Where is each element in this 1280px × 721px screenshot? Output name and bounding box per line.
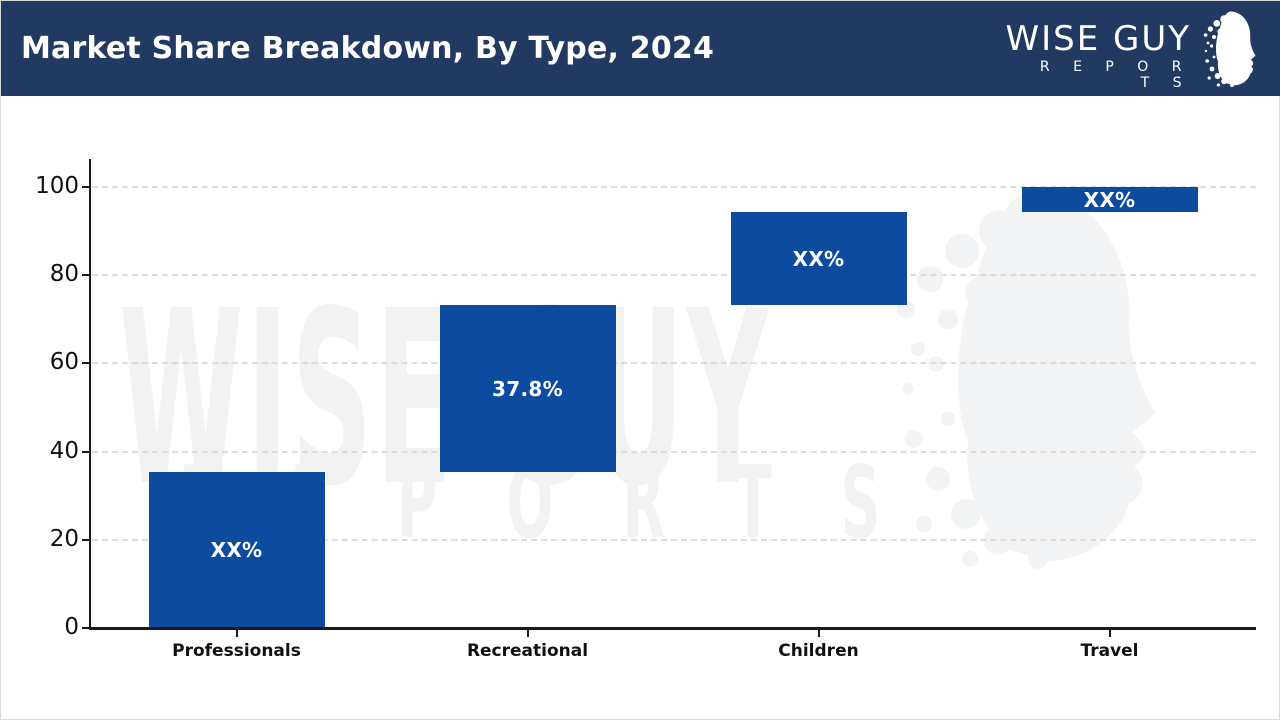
y-tick-label-80: 80 <box>49 261 79 288</box>
y-tick-label-100: 100 <box>35 173 79 199</box>
bar-value-label-children: XX% <box>792 246 845 271</box>
x-tick-travel <box>1108 630 1111 637</box>
bar-children: XX% <box>730 212 907 306</box>
logo-reports-label: R E P O R T S <box>1039 59 1191 91</box>
x-category-label-recreational: Recreational <box>466 641 589 661</box>
bar-recreational: 37.8% <box>439 305 616 472</box>
wise-guy-reports-logo: WISE GUY R E P O R T S <box>1004 7 1269 91</box>
y-axis-line <box>89 159 91 629</box>
gridline-40 <box>92 450 1256 453</box>
y-tick-20 <box>82 538 89 541</box>
y-tick-0 <box>82 627 89 629</box>
y-tick-label-0: 0 <box>64 614 79 640</box>
bar-professionals: XX% <box>148 471 325 628</box>
bar-value-label-recreational: 37.8% <box>492 376 563 401</box>
x-category-label-professionals: Professionals <box>172 641 301 661</box>
x-axis-line <box>89 627 1256 630</box>
logo-text: WISE GUY R E P O R T S <box>1004 21 1191 91</box>
logo-wiseguy-label: WISE GUY <box>1005 19 1191 59</box>
x-tick-recreational <box>526 630 529 637</box>
x-tick-children <box>817 630 820 637</box>
x-tick-professionals <box>235 630 238 637</box>
y-tick-80 <box>82 274 89 277</box>
gridline-20 <box>92 538 1256 541</box>
bar-travel: XX% <box>1021 187 1198 213</box>
x-category-label-children: Children <box>778 641 859 661</box>
y-tick-100 <box>82 186 89 188</box>
gridline-100 <box>92 186 1256 188</box>
x-category-label-travel: Travel <box>1080 641 1139 661</box>
y-tick-label-20: 20 <box>49 525 79 552</box>
page-title: Market Share Breakdown, By Type, 2024 <box>21 31 715 66</box>
logo-face-dots-icon <box>1203 11 1256 87</box>
y-tick-40 <box>82 450 89 453</box>
bar-value-label-professionals: XX% <box>210 537 263 562</box>
gridline-60 <box>92 362 1256 365</box>
header-bar: Market Share Breakdown, By Type, 2024 WI… <box>1 1 1280 96</box>
gridline-80 <box>92 274 1256 277</box>
bar-value-label-travel: XX% <box>1083 187 1136 212</box>
y-tick-label-60: 60 <box>49 349 79 376</box>
y-tick-60 <box>82 362 89 365</box>
y-tick-label-40: 40 <box>49 437 79 464</box>
